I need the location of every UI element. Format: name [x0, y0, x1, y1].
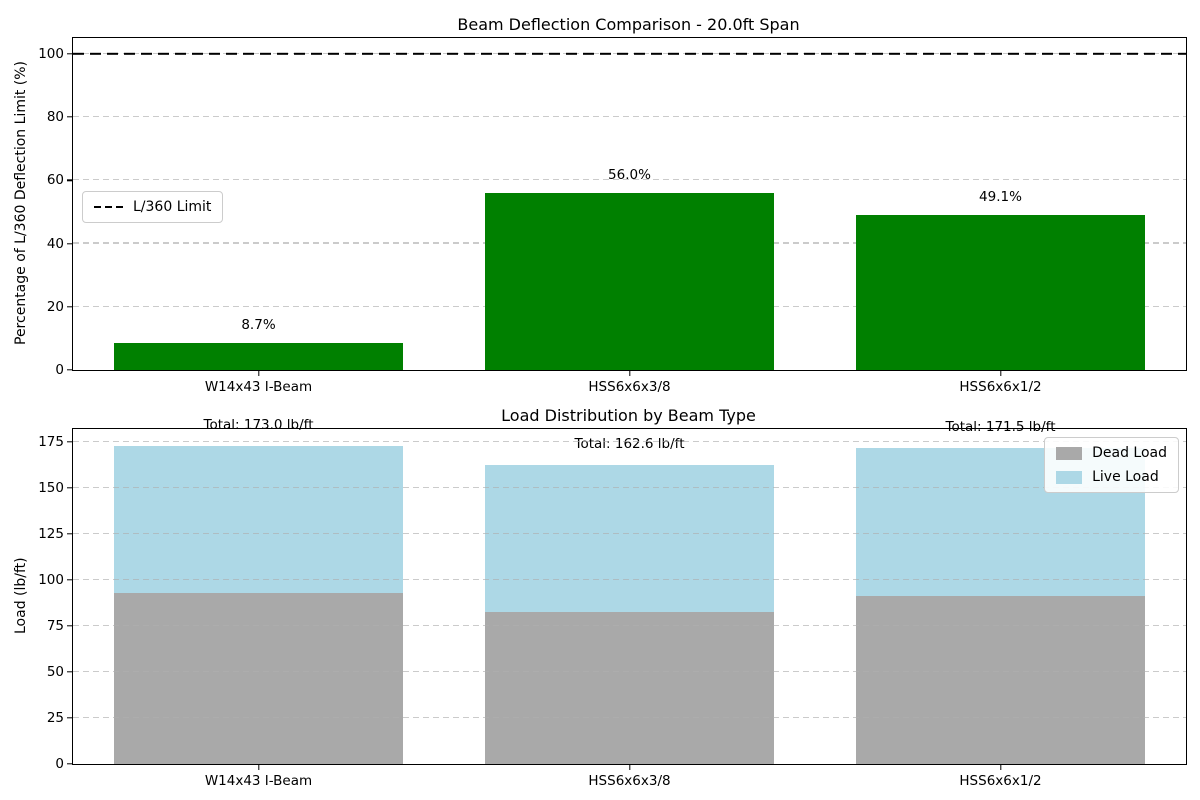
gridline-80: [73, 115, 1186, 118]
total-label: Total: 162.6 lb/ft: [574, 435, 685, 452]
legend-label: L/360 Limit: [133, 198, 212, 215]
y-tick-label: 100: [38, 571, 64, 588]
legend: Dead Load Live Load: [1044, 437, 1179, 493]
x-tick-mark: [257, 371, 260, 376]
bar-value-label: 56.0%: [608, 166, 651, 183]
bar-value-label: 8.7%: [241, 316, 276, 333]
y-tick-label: 100: [38, 45, 64, 62]
total-label: Total: 171.5 lb/ft: [945, 419, 1056, 436]
load-y-axis-label: Load (lb/ft): [13, 557, 29, 634]
bar-value-label: 49.1%: [979, 188, 1022, 205]
legend-entry-live-load: Live Load: [1056, 469, 1167, 485]
bars-layer: Total: 173.0 lb/ft Total: 162.6 lb/ft Tota…: [73, 417, 1186, 764]
legend-label: Live Load: [1092, 469, 1159, 485]
gridline-100: [73, 578, 1186, 580]
bar-segment-live-load: [484, 464, 775, 612]
y-tick-mark: [67, 53, 72, 55]
y-tick-mark: [67, 671, 72, 673]
legend-entry-dead-load: Dead Load: [1056, 445, 1167, 461]
y-tick-mark: [67, 242, 72, 245]
bar-slot-hss6x6x3-8: 56.0%: [444, 38, 815, 370]
load-chart-title: Load Distribution by Beam Type: [501, 406, 756, 425]
y-tick-label: 0: [55, 362, 64, 378]
y-tick-mark: [67, 441, 72, 443]
y-tick-mark: [67, 306, 72, 308]
y-tick-label: 40: [46, 235, 64, 252]
y-tick-label: 150: [38, 479, 64, 496]
bar-slot-w14x43-i-beam: 8.7%: [73, 38, 444, 370]
gridline-60: [73, 179, 1186, 181]
y-tick-mark: [67, 763, 72, 765]
legend-dashed-line-swatch: [94, 205, 123, 208]
x-tick-mark: [628, 765, 631, 770]
legend-color-swatch: [1056, 446, 1083, 460]
x-tick-label-w14x43-i-beam: W14x43 I-Beam: [204, 773, 313, 789]
legend: L/360 Limit: [82, 190, 224, 223]
bar-hss6x6x1-2: [855, 214, 1146, 370]
y-tick-label: 175: [38, 433, 64, 450]
bar-segment-dead-load: [113, 592, 404, 764]
gridline-150: [73, 486, 1186, 488]
bar-hss6x6x3-8: [484, 192, 775, 370]
legend-color-swatch: [1056, 470, 1083, 484]
y-tick-label: 75: [46, 617, 64, 634]
bar-segment-dead-load: [855, 595, 1146, 764]
gridline-75: [73, 624, 1186, 626]
x-tick-mark: [999, 765, 1002, 770]
y-tick-label: 20: [46, 298, 64, 315]
y-tick-mark: [67, 369, 72, 371]
x-tick-label-hss6x6x3-8: HSS6x6x3/8: [588, 379, 671, 395]
y-tick-mark: [67, 579, 72, 581]
bar-segment-dead-load: [484, 611, 775, 764]
y-tick-label: 50: [46, 663, 64, 680]
deflection-chart-title: Beam Deflection Comparison - 20.0ft Span: [457, 15, 800, 34]
y-tick-mark: [67, 487, 72, 489]
bar-slot-w14x43-i-beam: Total: 173.0 lb/ft: [73, 417, 444, 764]
x-tick-label-hss6x6x1-2: HSS6x6x1/2: [959, 379, 1042, 395]
y-tick-mark: [67, 717, 72, 719]
bar-w14x43-i-beam: [113, 342, 404, 370]
legend-label: Dead Load: [1092, 445, 1167, 461]
bar-segment-live-load: [113, 445, 404, 593]
y-tick-mark: [67, 116, 72, 118]
total-label: Total: 173.0 lb/ft: [203, 416, 314, 433]
bar-slot-hss6x6x3-8: Total: 162.6 lb/ft: [444, 429, 815, 764]
x-tick-mark: [257, 765, 260, 770]
gridline-50: [73, 670, 1186, 672]
x-tick-label-w14x43-i-beam: W14x43 I-Beam: [204, 379, 313, 395]
y-tick-label: 25: [46, 709, 64, 726]
gridline-25: [73, 716, 1186, 718]
limit-line: [73, 52, 1186, 55]
bars-layer: 8.7% 56.0% 49.1%: [73, 38, 1186, 370]
load-plot-area: 0 25 50 75 100 125 150 175 Total: 173.0 lb/ft Tot…: [38, 417, 1187, 789]
gridline-175: [73, 440, 1186, 442]
x-axis-labels: W14x43 I-Beam HSS6x6x3/8 HSS6x6x1/2: [73, 773, 1186, 789]
x-axis-labels: W14x43 I-Beam HSS6x6x3/8 HSS6x6x1/2: [73, 379, 1186, 395]
y-tick-label: 0: [55, 756, 64, 772]
y-tick-mark: [67, 625, 72, 627]
x-tick-mark: [999, 371, 1002, 376]
deflection-y-axis-label: Percentage of L/360 Deflection Limit (%): [13, 61, 29, 346]
legend-entry-l-360-limit: L/360 Limit: [94, 199, 211, 215]
y-tick-label: 60: [46, 172, 64, 189]
y-tick-label: 80: [46, 109, 64, 126]
x-tick-label-hss6x6x1-2: HSS6x6x1/2: [959, 773, 1042, 789]
deflection-plot-area: 0 20 40 60 80 100 8.7% 56.0% 49.1% W14x43 I-Beam H…: [38, 37, 1187, 395]
y-tick-mark: [67, 533, 72, 535]
gridline-125: [73, 532, 1186, 534]
x-tick-mark: [628, 371, 631, 376]
y-tick-label: 125: [38, 525, 64, 542]
grid-layer: [73, 429, 1186, 764]
y-tick-mark: [67, 179, 72, 181]
bar-slot-hss6x6x1-2: 49.1%: [815, 38, 1186, 370]
x-tick-label-hss6x6x3-8: HSS6x6x3/8: [588, 773, 671, 789]
